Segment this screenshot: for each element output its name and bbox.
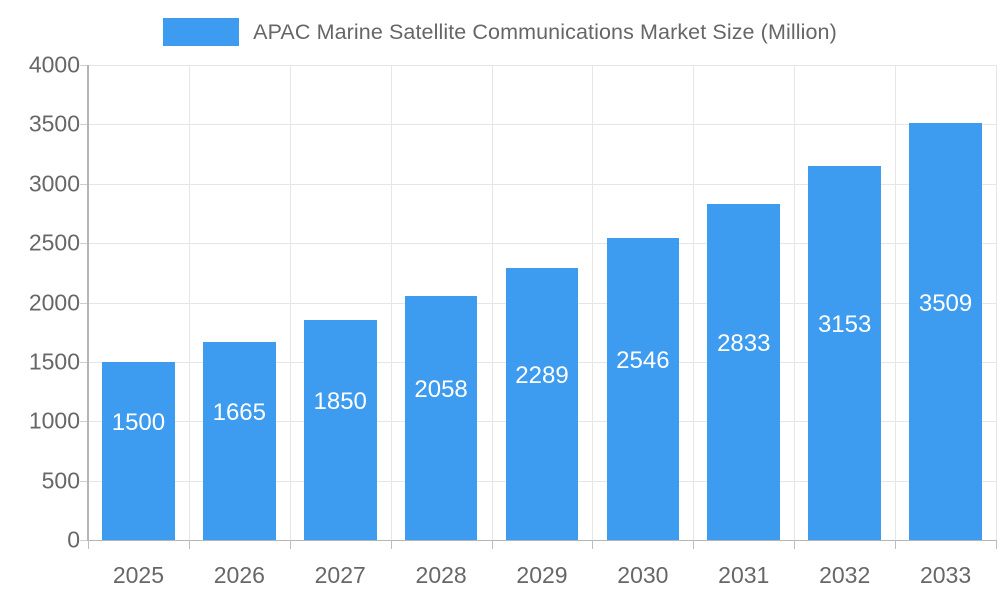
x-axis-tick-mark [391,540,392,549]
x-axis-tick-label: 2027 [314,562,366,588]
x-axis-tick-labels: 2025 2026 2027 2028 2029 2030 2031 2032 2033 [88,540,997,600]
bar[interactable] [505,268,579,540]
bar[interactable] [808,165,881,540]
y-axis-tick-mark [80,124,88,126]
y-axis-tick-mark [80,540,88,541]
bar-value-label: 3509 [918,289,973,317]
bar-slot: 3509 [909,65,982,540]
gridline-horizontal [88,183,996,185]
x-axis-tick-label: 2030 [617,562,669,588]
y-axis-tick-label: 2500 [28,229,80,256]
bar-value-label: 1665 [212,399,266,427]
bar-slot: 2546 [606,65,680,540]
bar-value-label: 2833 [717,329,771,357]
gridline-vertical [290,65,291,540]
y-axis-tick-label: 500 [41,467,80,494]
x-axis-tick-label: 2025 [112,562,165,588]
gridline-vertical [189,65,190,540]
bar-value-label: 3153 [817,310,872,338]
y-axis-tick-mark [80,65,88,66]
x-axis-tick-label: 2032 [819,562,871,588]
gridline-vertical [592,65,593,540]
bar-slot: 2289 [505,65,579,540]
gridline-vertical [996,65,997,540]
y-axis-tick-mark [80,421,88,423]
y-axis-tick-label: 1000 [28,407,80,434]
bar-value-label: 1500 [111,408,166,436]
bar[interactable] [102,361,175,540]
x-axis-tick-label: 2028 [415,562,467,588]
gridline-vertical [391,65,392,540]
y-axis-tick-mark [80,480,88,482]
y-axis-tick-mark [80,302,88,304]
x-axis-tick-mark [492,540,493,549]
y-axis-tick-label: 1500 [28,348,80,375]
x-axis-tick-mark [290,540,291,549]
bar-slot: 3153 [808,65,881,540]
x-axis-tick-label: 2031 [718,562,770,588]
gridline-horizontal [88,540,996,541]
bar[interactable] [606,237,680,540]
y-axis-tick-label: 2000 [28,289,80,315]
y-axis-tick-mark [80,183,88,185]
gridline-horizontal [88,65,996,66]
bar-slot: 1850 [303,65,377,540]
x-axis-tick-mark [88,540,89,549]
gridline-vertical [492,65,493,540]
gridline-horizontal [88,124,996,126]
y-axis-tick-mark [80,243,88,245]
bar-series: 1500 1665 1850 2058 2289 2546 2833 3153 3509 [88,65,996,540]
bar-slot: 1665 [203,65,276,540]
legend-item-market-size[interactable]: APAC Marine Satellite Communications Mar… [163,18,837,46]
bar[interactable] [203,342,276,540]
bar-value-label: 2289 [515,362,569,390]
x-axis-tick-mark [794,540,795,549]
y-axis-tick-mark [80,361,88,363]
bar[interactable] [707,203,781,540]
y-axis-tick-label: 3500 [28,110,80,137]
y-axis-tick-label: 3000 [28,170,80,197]
bar-slot: 2058 [404,65,478,540]
legend-label: APAC Marine Satellite Communications Mar… [253,19,837,44]
x-axis-tick-label: 2026 [213,562,265,588]
x-axis-tick-mark [996,540,997,549]
y-axis-tick-label: 4000 [28,51,80,78]
y-axis-tick-labels: 0 500 1000 1500 2000 2500 3000 3500 4000 [0,0,88,600]
gridline-vertical [693,65,694,540]
x-axis-tick-mark [895,540,896,549]
bar-value-label: 2058 [414,375,468,403]
bar-value-label: 1850 [313,388,367,416]
gridline-vertical [895,65,896,540]
y-axis-line [87,65,89,541]
x-axis-tick-label: 2029 [516,562,568,588]
x-axis-tick-mark [693,540,694,549]
bar[interactable] [909,123,982,540]
bar-slot: 2833 [707,65,781,540]
bar[interactable] [303,320,377,540]
x-axis-tick-mark [189,540,190,549]
x-axis-tick-mark [592,540,593,549]
bar[interactable] [404,295,478,540]
x-axis-tick-label: 2033 [919,562,972,588]
bar-slot: 1500 [102,65,175,540]
legend-color-swatch-icon [163,18,240,46]
chart-legend: APAC Marine Satellite Communications Mar… [0,8,1000,56]
y-axis-tick-label: 0 [67,526,80,553]
gridline-vertical [794,65,795,540]
bar-value-label: 2546 [616,346,670,374]
gridline-horizontal [88,243,996,245]
